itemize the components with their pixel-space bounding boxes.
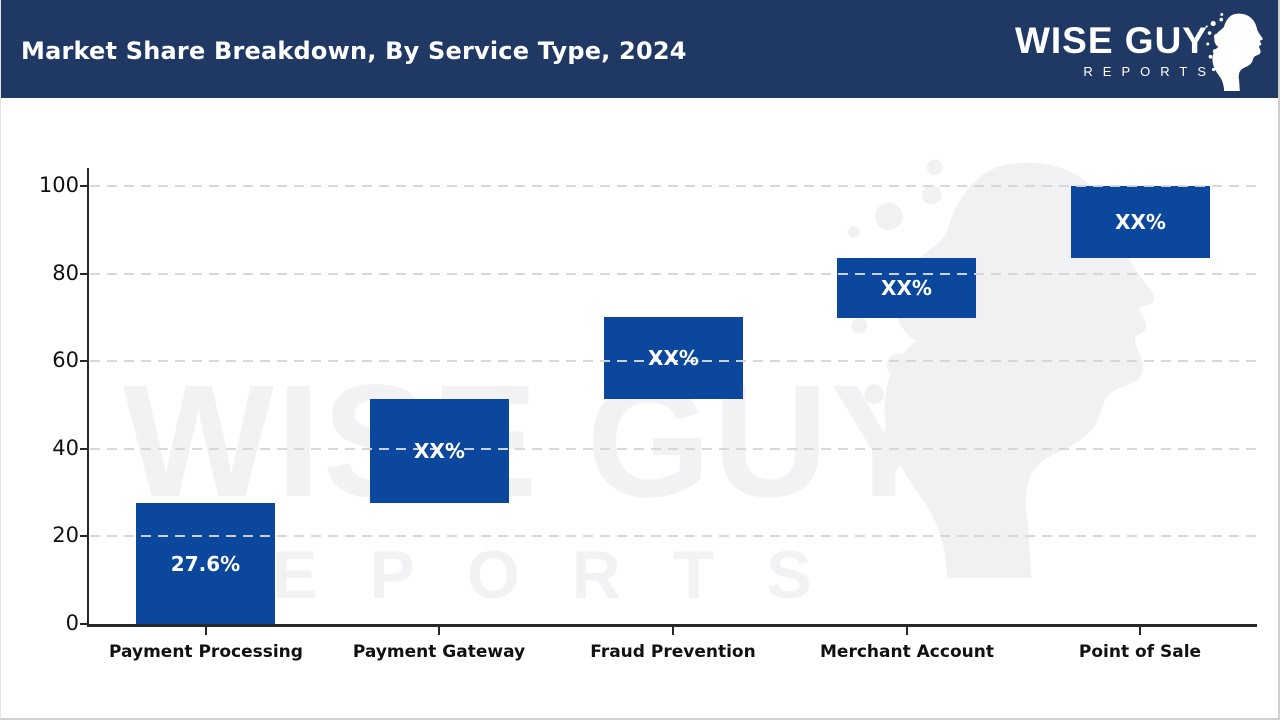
bar-segment xyxy=(604,317,743,399)
y-tick xyxy=(80,185,89,187)
bar-value-label: XX% xyxy=(1115,210,1166,234)
logo-subtext: REPORTS xyxy=(1083,64,1216,79)
watermark-wordmark: WISE GUY xyxy=(123,351,940,530)
x-tick xyxy=(672,627,674,635)
header: Market Share Breakdown, By Service Type,… xyxy=(1,0,1278,98)
y-tick-label: 80 xyxy=(52,260,79,285)
y-gridline xyxy=(90,185,1256,187)
bar-segment xyxy=(837,258,976,318)
bar-value-label: XX% xyxy=(414,439,465,463)
bar-segment xyxy=(370,399,509,503)
y-gridline xyxy=(90,272,1256,275)
x-tick xyxy=(906,627,908,635)
y-tick-label: 20 xyxy=(52,523,79,548)
bar-value-label: 27.6% xyxy=(170,551,241,576)
y-tick xyxy=(80,272,89,275)
x-category-label: Payment Processing xyxy=(109,642,303,662)
y-tick-label: 60 xyxy=(52,348,79,373)
y-gridline xyxy=(90,447,1256,450)
logo-head-icon xyxy=(1205,13,1263,91)
y-axis-line xyxy=(87,168,89,626)
x-tick xyxy=(438,627,440,635)
watermark-subtext: REPORTS xyxy=(171,537,864,613)
y-tick xyxy=(80,447,89,450)
chart-area: WISE GUY REPORTS 0 20 40 60 80 100 27.6% Paymen… xyxy=(1,98,1278,718)
x-category-label: Merchant Account xyxy=(820,642,994,662)
wiseguy-logo: WISE GUY REPORTS xyxy=(1015,9,1270,91)
x-category-label: Fraud Prevention xyxy=(590,642,756,662)
page-title: Market Share Breakdown, By Service Type,… xyxy=(21,37,687,65)
x-category-label: Payment Gateway xyxy=(352,642,526,662)
bar-segment xyxy=(1071,186,1210,258)
bar-value-label: XX% xyxy=(648,346,699,370)
y-tick-label: 40 xyxy=(52,435,79,460)
bar-segment xyxy=(136,503,275,624)
y-tick-label: 0 xyxy=(65,611,79,635)
y-tick-label: 100 xyxy=(38,173,79,197)
x-category-label: Point of Sale xyxy=(1078,642,1202,662)
logo-text: WISE GUY REPORTS xyxy=(1014,20,1208,80)
y-tick xyxy=(80,535,89,538)
y-tick xyxy=(80,360,89,363)
y-tick xyxy=(80,623,89,625)
x-axis-line xyxy=(87,624,1257,627)
logo-wordmark: WISE GUY xyxy=(1014,20,1208,61)
y-gridline xyxy=(90,535,1256,538)
plot: 0 20 40 60 80 100 27.6% Payment Processing XX% Pa… xyxy=(1,98,1278,718)
x-tick xyxy=(1139,627,1141,635)
x-tick xyxy=(205,627,207,635)
bar-value-label: XX% xyxy=(881,276,932,300)
y-gridline xyxy=(90,360,1256,363)
